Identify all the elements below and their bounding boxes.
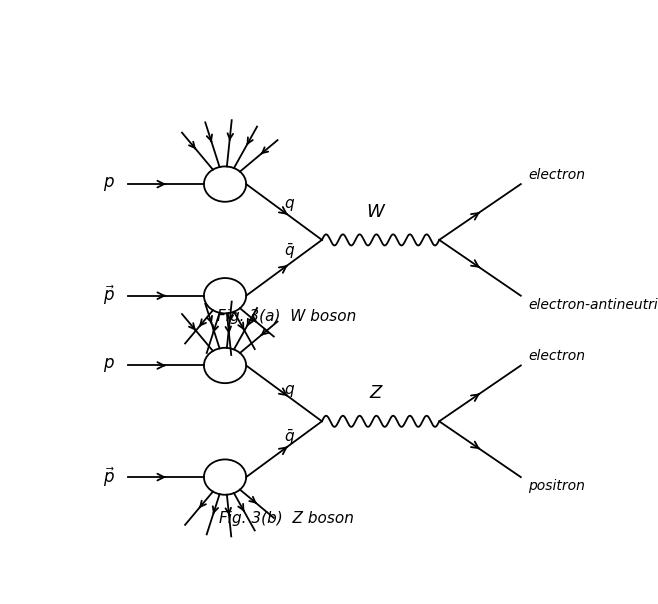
Text: Z: Z xyxy=(369,384,382,402)
Text: Fig. 3(a)  W boson: Fig. 3(a) W boson xyxy=(216,309,356,324)
Text: W: W xyxy=(367,203,384,221)
Text: $\vec{p}$: $\vec{p}$ xyxy=(103,284,114,307)
Text: $\vec{p}$: $\vec{p}$ xyxy=(103,465,114,489)
Text: $\bar{q}$: $\bar{q}$ xyxy=(284,428,295,447)
Text: $p$: $p$ xyxy=(103,175,114,193)
Text: $p$: $p$ xyxy=(103,356,114,374)
Text: electron: electron xyxy=(528,349,586,363)
Text: $q$: $q$ xyxy=(284,197,295,213)
Text: positron: positron xyxy=(528,480,586,493)
Text: $\bar{q}$: $\bar{q}$ xyxy=(284,242,295,261)
Text: electron-antineutrino: electron-antineutrino xyxy=(528,298,658,312)
Text: electron: electron xyxy=(528,168,586,182)
Text: $q$: $q$ xyxy=(284,383,295,399)
Text: Fig. 3(b)  Z boson: Fig. 3(b) Z boson xyxy=(219,512,353,527)
